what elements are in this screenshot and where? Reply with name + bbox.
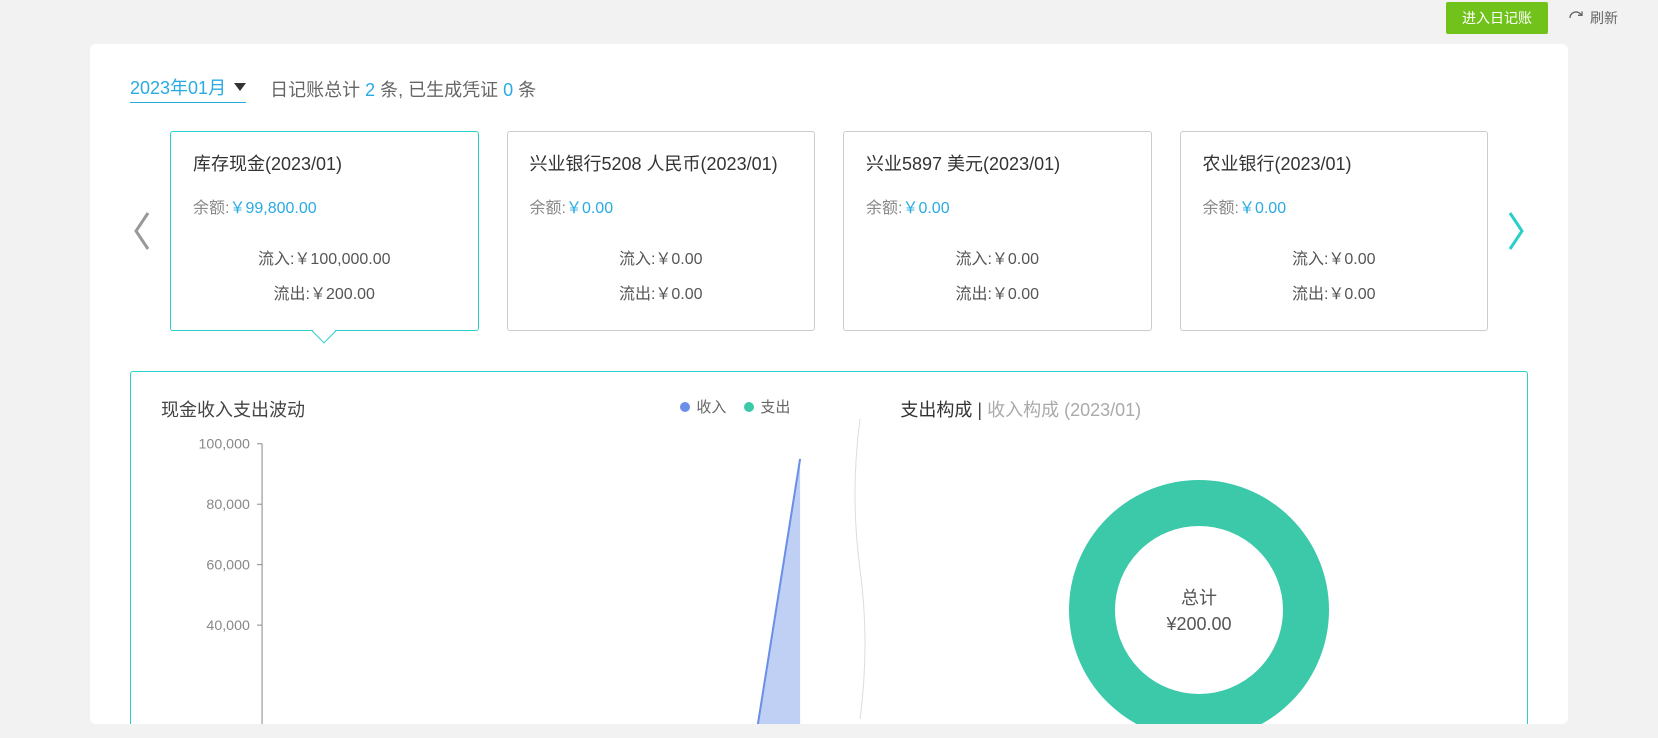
line-chart-section: 现金收入支出波动 收入 支出 100,00080,00060,00040,000 [161, 396, 820, 724]
outflow-value: ￥0.00 [992, 286, 1039, 303]
inflow-value: ￥0.00 [992, 251, 1039, 268]
tab-expense[interactable]: 支出构成 [900, 400, 972, 420]
voucher-count: 0 [503, 80, 513, 100]
account-title: 库存现金(2023/01) [193, 150, 456, 176]
refresh-icon [1568, 10, 1584, 26]
donut-period: (2023/01) [1064, 400, 1141, 420]
summary-suffix: 条 [513, 80, 536, 100]
chart-divider [850, 419, 870, 724]
line-chart-legend: 收入 支出 [680, 396, 790, 417]
enter-journal-button[interactable]: 进入日记账 [1446, 2, 1548, 34]
chevron-left-icon [132, 211, 152, 251]
tab-income[interactable]: 收入构成 [987, 400, 1059, 420]
legend-income-label: 收入 [696, 396, 726, 417]
outflow-label: 流出: [619, 286, 655, 303]
donut-chart-section: 支出构成 | 收入构成 (2023/01) 总计 ¥200.00 [900, 396, 1497, 724]
expense-dot [744, 402, 754, 412]
svg-text:¥200.00: ¥200.00 [1165, 614, 1231, 634]
legend-expense-label: 支出 [760, 396, 790, 417]
next-accounts-button[interactable] [1504, 211, 1528, 251]
donut-tabs: 支出构成 | 收入构成 (2023/01) [900, 396, 1497, 422]
chevron-right-icon [1506, 211, 1526, 251]
account-title: 农业银行(2023/01) [1203, 150, 1466, 176]
outflow-label: 流出: [1292, 286, 1328, 303]
account-card[interactable]: 农业银行(2023/01)余额:￥0.00流入:￥0.00流出:￥0.00 [1180, 131, 1489, 331]
main-panel: 2023年01月 日记账总计 2 条, 已生成凭证 0 条 库存现金(2023/… [90, 44, 1568, 724]
donut-chart: 总计 ¥200.00 [1069, 480, 1329, 724]
date-picker[interactable]: 2023年01月 [130, 74, 246, 103]
inflow-label: 流入: [258, 251, 294, 268]
svg-text:总计: 总计 [1181, 588, 1217, 608]
tab-separator: | [977, 400, 987, 420]
income-dot [680, 402, 690, 412]
caret-down-icon [234, 83, 246, 91]
inflow-label: 流入: [955, 251, 991, 268]
summary-prefix: 日记账总计 [270, 80, 365, 100]
date-value: 2023年01月 [130, 74, 226, 100]
outflow-label: 流出: [274, 286, 310, 303]
summary-text: 日记账总计 2 条, 已生成凭证 0 条 [270, 76, 536, 102]
inflow-value: ￥0.00 [655, 251, 702, 268]
balance-label: 余额: [193, 200, 229, 217]
outflow-label: 流出: [955, 286, 991, 303]
refresh-button[interactable]: 刷新 [1568, 8, 1618, 28]
inflow-value: ￥100,000.00 [294, 251, 390, 268]
legend-income[interactable]: 收入 [680, 396, 726, 417]
inflow-label: 流入: [1292, 251, 1328, 268]
balance-value: ￥0.00 [1239, 200, 1286, 217]
outflow-value: ￥200.00 [310, 286, 375, 303]
balance-value: ￥99,800.00 [229, 200, 316, 217]
balance-value: ￥0.00 [566, 200, 613, 217]
account-card[interactable]: 兴业5897 美元(2023/01)余额:￥0.00流入:￥0.00流出:￥0.… [843, 131, 1152, 331]
svg-text:60,000: 60,000 [206, 557, 250, 573]
prev-accounts-button[interactable] [130, 211, 154, 251]
account-card[interactable]: 兴业银行5208 人民币(2023/01)余额:￥0.00流入:￥0.00流出:… [507, 131, 816, 331]
svg-text:40,000: 40,000 [206, 618, 250, 634]
svg-text:100,000: 100,000 [199, 436, 251, 452]
account-title: 兴业5897 美元(2023/01) [866, 150, 1129, 176]
balance-label: 余额: [530, 200, 566, 217]
account-card[interactable]: 库存现金(2023/01) 余额:￥99,800.00 流入:￥100,000.00… [170, 131, 479, 331]
legend-expense[interactable]: 支出 [744, 396, 790, 417]
summary-mid: 条, 已生成凭证 [375, 80, 503, 100]
charts-panel: 现金收入支出波动 收入 支出 100,00080,00060,00040,000… [130, 371, 1528, 724]
refresh-label: 刷新 [1590, 8, 1618, 28]
svg-text:80,000: 80,000 [206, 497, 250, 513]
line-chart: 100,000 80,000 60,000 40,000 [191, 434, 820, 724]
outflow-value: ￥0.00 [1328, 286, 1375, 303]
outflow-value: ￥0.00 [655, 286, 702, 303]
inflow-value: ￥0.00 [1328, 251, 1375, 268]
balance-label: 余额: [866, 200, 902, 217]
account-title: 兴业银行5208 人民币(2023/01) [530, 150, 793, 176]
balance-value: ￥0.00 [902, 200, 949, 217]
balance-label: 余额: [1203, 200, 1239, 217]
journal-count: 2 [365, 80, 375, 100]
inflow-label: 流入: [619, 251, 655, 268]
